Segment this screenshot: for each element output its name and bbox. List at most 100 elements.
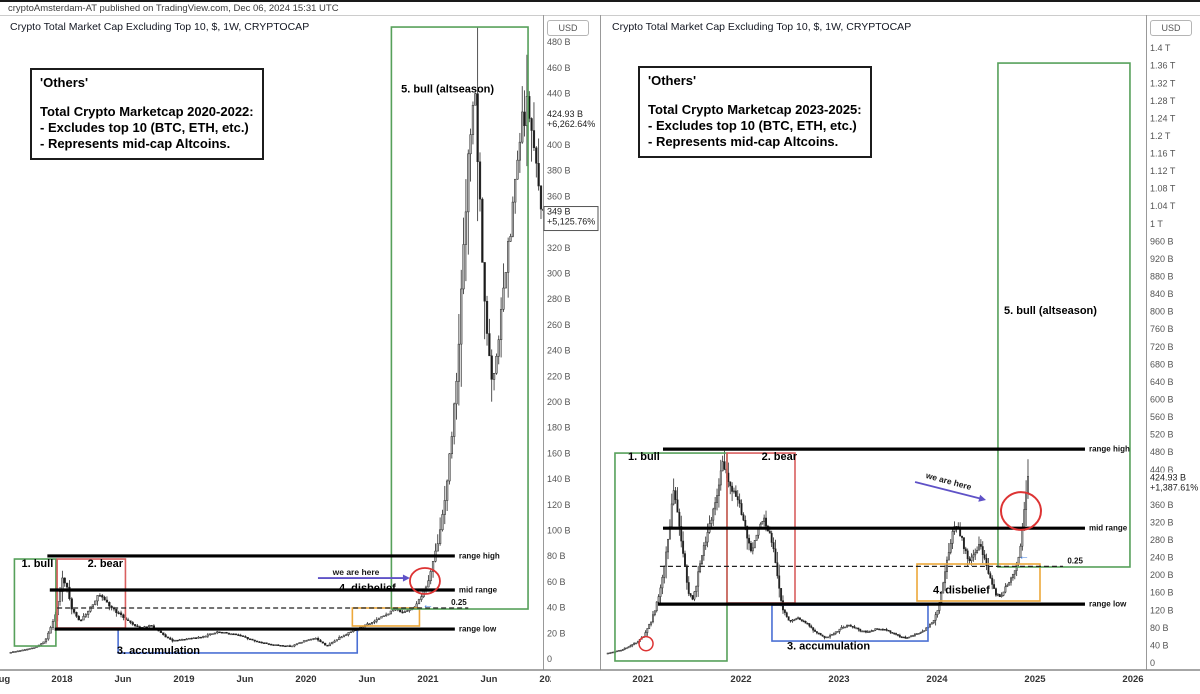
price-tick-label: 160 B xyxy=(547,448,571,458)
price-tick-label: 1.32 T xyxy=(1150,78,1176,88)
price-tick-label: 800 B xyxy=(1150,307,1174,317)
note-line: Total Crypto Marketcap 2020-2022: xyxy=(40,104,254,119)
price-tick-label: 520 B xyxy=(1150,430,1174,440)
right-annotations: range high mid range range low 0.25 1. bull 2… xyxy=(614,62,1131,662)
mid-range-label: mid range xyxy=(1089,524,1128,533)
phase-5-bull-box xyxy=(997,62,1131,568)
price-tick-label: 200 B xyxy=(547,397,571,407)
time-tick-label: 2023 xyxy=(828,674,849,685)
price-tick-label: 40 B xyxy=(547,603,566,613)
note-line: Total Crypto Marketcap 2023-2025: xyxy=(648,102,862,117)
price-label-change: +5,125.76% xyxy=(547,217,595,227)
phase-1-bull-box xyxy=(13,558,57,647)
note-line: - Represents mid-cap Altcoins. xyxy=(648,134,839,149)
price-tick-label: 440 B xyxy=(547,89,571,99)
we-are-here-label: we are here xyxy=(332,567,380,577)
price-tick-label: 320 B xyxy=(547,243,571,253)
price-tick-label: 480 B xyxy=(1150,447,1174,457)
price-tick-label: 1 T xyxy=(1150,219,1163,229)
price-tick-label: 0 xyxy=(1150,658,1155,668)
right-currency-badge[interactable]: USD xyxy=(1150,20,1192,36)
price-label-value: 349 B xyxy=(547,207,571,217)
quarter-retrace-label: 0.25 xyxy=(1067,556,1083,565)
price-tick-label: 320 B xyxy=(1150,517,1174,527)
price-tick-label: 640 B xyxy=(1150,377,1174,387)
price-tick-label: 80 B xyxy=(547,551,566,561)
left-annotations: range high mid range range low 0.25 1. bull 2… xyxy=(13,26,529,657)
current-price-label: 424.93 B+6,262.64% xyxy=(544,108,598,133)
phase-1-label: 1. bull xyxy=(628,451,660,463)
left-time-axis[interactable]: Aug 2018 Jun 2019 Jun 2020 Jun 2021 Jun 2022 xyxy=(0,674,561,685)
price-tick-label: 40 B xyxy=(1150,640,1169,650)
price-tick-label: 400 B xyxy=(547,140,571,150)
price-tick-label: 0 xyxy=(547,654,552,664)
time-tick-label: 2024 xyxy=(926,674,948,685)
range-low-label: range low xyxy=(459,625,497,634)
phase-2-label: 2. bear xyxy=(88,558,124,570)
price-tick-label: 240 B xyxy=(547,346,571,356)
alert-price-label: 349 B+5,125.76% xyxy=(543,206,599,232)
time-tick-label: Aug xyxy=(0,674,10,685)
time-tick-label: 2026 xyxy=(1122,674,1143,685)
price-tick-label: 240 B xyxy=(1150,553,1174,563)
left-currency-badge[interactable]: USD xyxy=(547,20,589,36)
price-tick-label: 1.16 T xyxy=(1150,149,1176,159)
price-tick-label: 960 B xyxy=(1150,236,1174,246)
price-tick-label: 600 B xyxy=(1150,394,1174,404)
price-tick-label: 1.24 T xyxy=(1150,113,1176,123)
price-tick-label: 120 B xyxy=(547,500,571,510)
time-tick-label: 2019 xyxy=(173,674,194,685)
price-tick-label: 440 B xyxy=(1150,465,1174,475)
we-are-here-arrow xyxy=(914,481,984,501)
phase-5-label: 5. bull (altseason) xyxy=(1004,305,1097,317)
phase-5-label: 5. bull (altseason) xyxy=(401,83,494,95)
price-tick-label: 1.2 T xyxy=(1150,131,1171,141)
time-tick-label: 2021 xyxy=(417,674,439,685)
price-label-change: +1,387.61% xyxy=(1150,482,1198,492)
price-tick-label: 180 B xyxy=(547,423,571,433)
phase-4-label: 4. disbelief xyxy=(339,583,396,595)
price-tick-label: 360 B xyxy=(1150,500,1174,510)
note-line: - Excludes top 10 (BTC, ETH, etc.) xyxy=(40,120,249,135)
price-tick-label: 680 B xyxy=(1150,359,1174,369)
right-time-axis[interactable]: 2021 2022 2023 2024 2025 2026 xyxy=(632,674,1143,685)
time-tick-label: Jun xyxy=(115,674,132,685)
price-tick-label: 160 B xyxy=(1150,588,1174,598)
price-label-value: 424.93 B xyxy=(547,109,583,119)
price-tick-label: 840 B xyxy=(1150,289,1174,299)
left-chart-title: Crypto Total Market Cap Excluding Top 10… xyxy=(10,21,310,33)
note-line: - Excludes top 10 (BTC, ETH, etc.) xyxy=(648,118,857,133)
price-tick-label: 1.28 T xyxy=(1150,96,1176,106)
price-tick-label: 720 B xyxy=(1150,342,1174,352)
price-tick-label: 1.4 T xyxy=(1150,43,1171,53)
time-tick-label: 2022 xyxy=(539,674,560,685)
price-tick-label: 920 B xyxy=(1150,254,1174,264)
price-tick-label: 280 B xyxy=(547,294,571,304)
right-annotation-note: 'Others' Total Crypto Marketcap 2023-202… xyxy=(638,66,872,158)
time-tick-label: 2020 xyxy=(295,674,316,685)
time-tick-label: Jun xyxy=(481,674,498,685)
price-tick-label: 80 B xyxy=(1150,623,1169,633)
right-price-axis[interactable]: 1.4 T 1.36 T 1.32 T 1.28 T 1.24 T 1.2 T 1.16 T… xyxy=(1150,43,1176,668)
prior-breakout-circle xyxy=(638,635,654,652)
note-line: - Represents mid-cap Altcoins. xyxy=(40,136,231,151)
quarter-retrace-label: 0.25 xyxy=(451,598,467,607)
left-candlestick-series xyxy=(9,27,543,654)
price-tick-label: 200 B xyxy=(1150,570,1174,580)
time-tick-label: 2022 xyxy=(730,674,751,685)
time-tick-label: 2018 xyxy=(51,674,72,685)
phase-3-label: 3. accumulation xyxy=(787,640,870,652)
price-tick-label: 120 B xyxy=(1150,605,1174,615)
price-tick-label: 1.36 T xyxy=(1150,61,1176,71)
chart-frame xyxy=(0,15,1200,671)
price-tick-label: 100 B xyxy=(547,526,571,536)
range-low-label: range low xyxy=(1089,600,1127,609)
phase-4-disbelief-box xyxy=(916,563,1041,602)
phase-3-label: 3. accumulation xyxy=(117,645,200,657)
range-high-label: range high xyxy=(459,551,500,560)
arrow-head xyxy=(978,494,986,502)
phase-1-label: 1. bull xyxy=(21,558,53,570)
phase-5-bull-box xyxy=(390,26,529,610)
